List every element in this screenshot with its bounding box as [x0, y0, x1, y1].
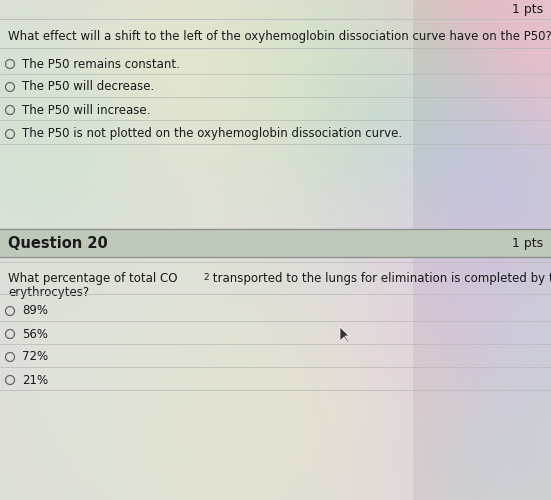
Text: erythrocytes?: erythrocytes? [8, 286, 89, 299]
Text: What percentage of total CO: What percentage of total CO [8, 272, 177, 285]
Text: 21%: 21% [22, 374, 48, 386]
Text: 2: 2 [203, 273, 209, 282]
Text: Question 20: Question 20 [8, 236, 108, 250]
Text: transported to the lungs for elimination is completed by the: transported to the lungs for elimination… [209, 272, 551, 285]
Text: 72%: 72% [22, 350, 48, 364]
Bar [0, 229, 551, 257]
Bar [0, 229, 551, 257]
Text: 56%: 56% [22, 328, 48, 340]
Text: The P50 is not plotted on the oxyhemoglobin dissociation curve.: The P50 is not plotted on the oxyhemoglo… [22, 128, 402, 140]
Text: The P50 remains constant.: The P50 remains constant. [22, 58, 180, 70]
Text: 1 pts: 1 pts [512, 236, 543, 250]
Text: 89%: 89% [22, 304, 48, 318]
Text: 1 pts: 1 pts [512, 4, 543, 16]
Bar [0, 229, 551, 257]
Bar [0, 0, 413, 500]
Polygon shape [340, 327, 349, 343]
Text: What effect will a shift to the left of the oxyhemoglobin dissociation curve hav: What effect will a shift to the left of … [8, 30, 551, 43]
Text: The P50 will decrease.: The P50 will decrease. [22, 80, 154, 94]
Text: The P50 will increase.: The P50 will increase. [22, 104, 150, 117]
